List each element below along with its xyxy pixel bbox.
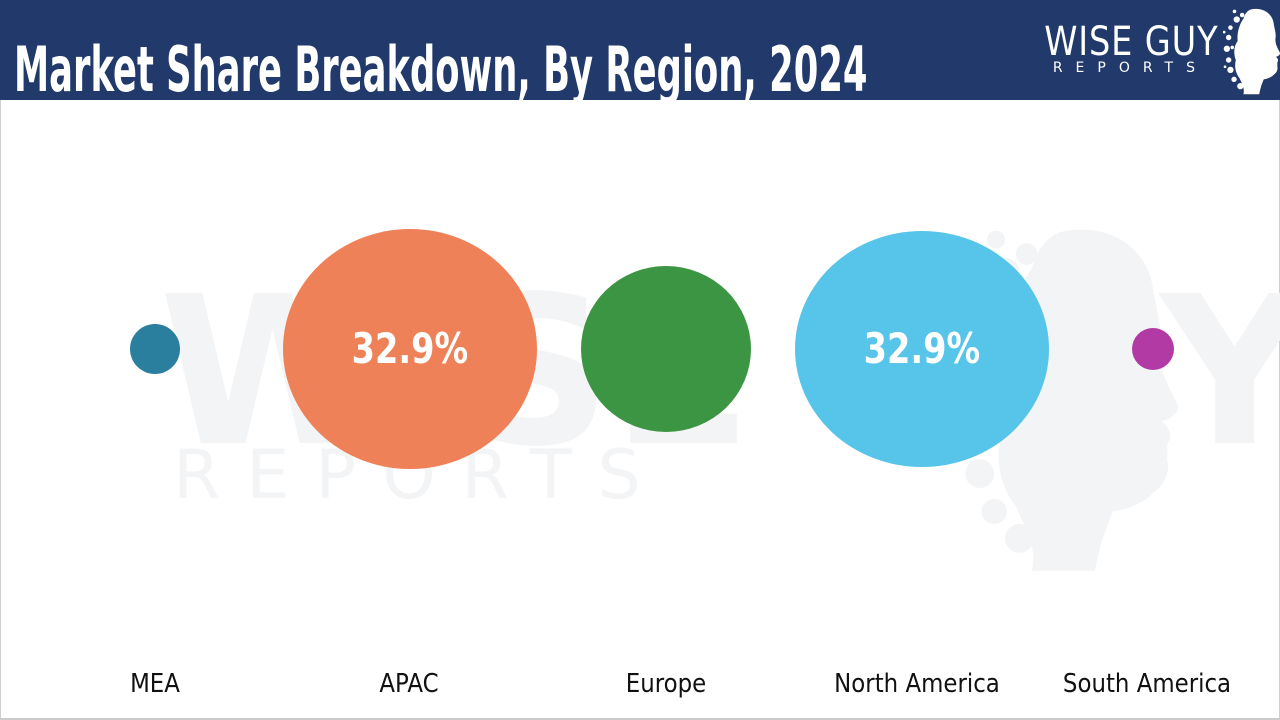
bubble-europe[interactable] (581, 266, 751, 432)
logo-head-icon (1223, 8, 1280, 95)
bubble-north-america[interactable]: 32.9% (795, 231, 1049, 467)
page-title: Market Share Breakdown, By Region, 2024 (14, 33, 868, 106)
wise-guy-logo: WISE GUY REPORTS (1020, 0, 1280, 100)
bubble-south-america[interactable] (1132, 328, 1174, 370)
category-label-north-america: North America (834, 669, 1000, 699)
bubble-value-label: 32.9% (351, 324, 469, 373)
category-label-europe: Europe (625, 669, 707, 699)
category-label-south-america: South America (1062, 669, 1232, 699)
bubble-mea[interactable] (130, 324, 180, 374)
bubble-value-label: 32.9% (863, 324, 981, 373)
category-label-apac: APAC (379, 669, 439, 699)
logo-subtext: REPORTS (1052, 60, 1208, 76)
category-label-mea: MEA (130, 669, 180, 699)
header-bar: Market Share Breakdown, By Region, 2024 … (0, 0, 1280, 106)
chart-area: WISE GUY REPORTS 32.9% 32.9% (0, 100, 1280, 720)
bubble-apac[interactable]: 32.9% (283, 229, 537, 469)
logo-wordmark: WISE GUY (1043, 19, 1218, 65)
